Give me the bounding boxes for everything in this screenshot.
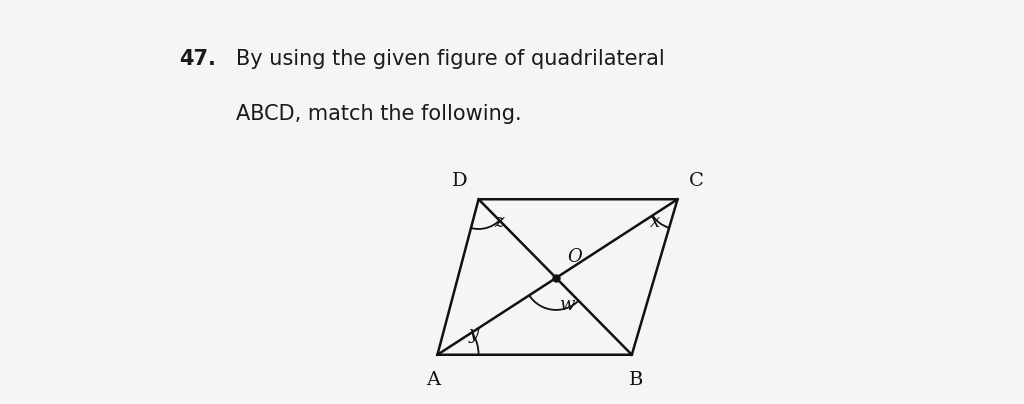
Text: D: D: [452, 172, 467, 190]
Text: B: B: [629, 371, 643, 389]
Text: By using the given figure of quadrilateral: By using the given figure of quadrilater…: [236, 49, 665, 69]
Text: y: y: [469, 325, 479, 343]
Text: w: w: [560, 297, 575, 314]
Text: 47.: 47.: [179, 49, 216, 69]
Text: C: C: [689, 172, 703, 190]
Text: O: O: [567, 248, 582, 266]
Text: A: A: [426, 371, 440, 389]
Text: z: z: [495, 213, 504, 231]
Text: ABCD, match the following.: ABCD, match the following.: [236, 104, 521, 124]
Text: x: x: [649, 213, 659, 231]
